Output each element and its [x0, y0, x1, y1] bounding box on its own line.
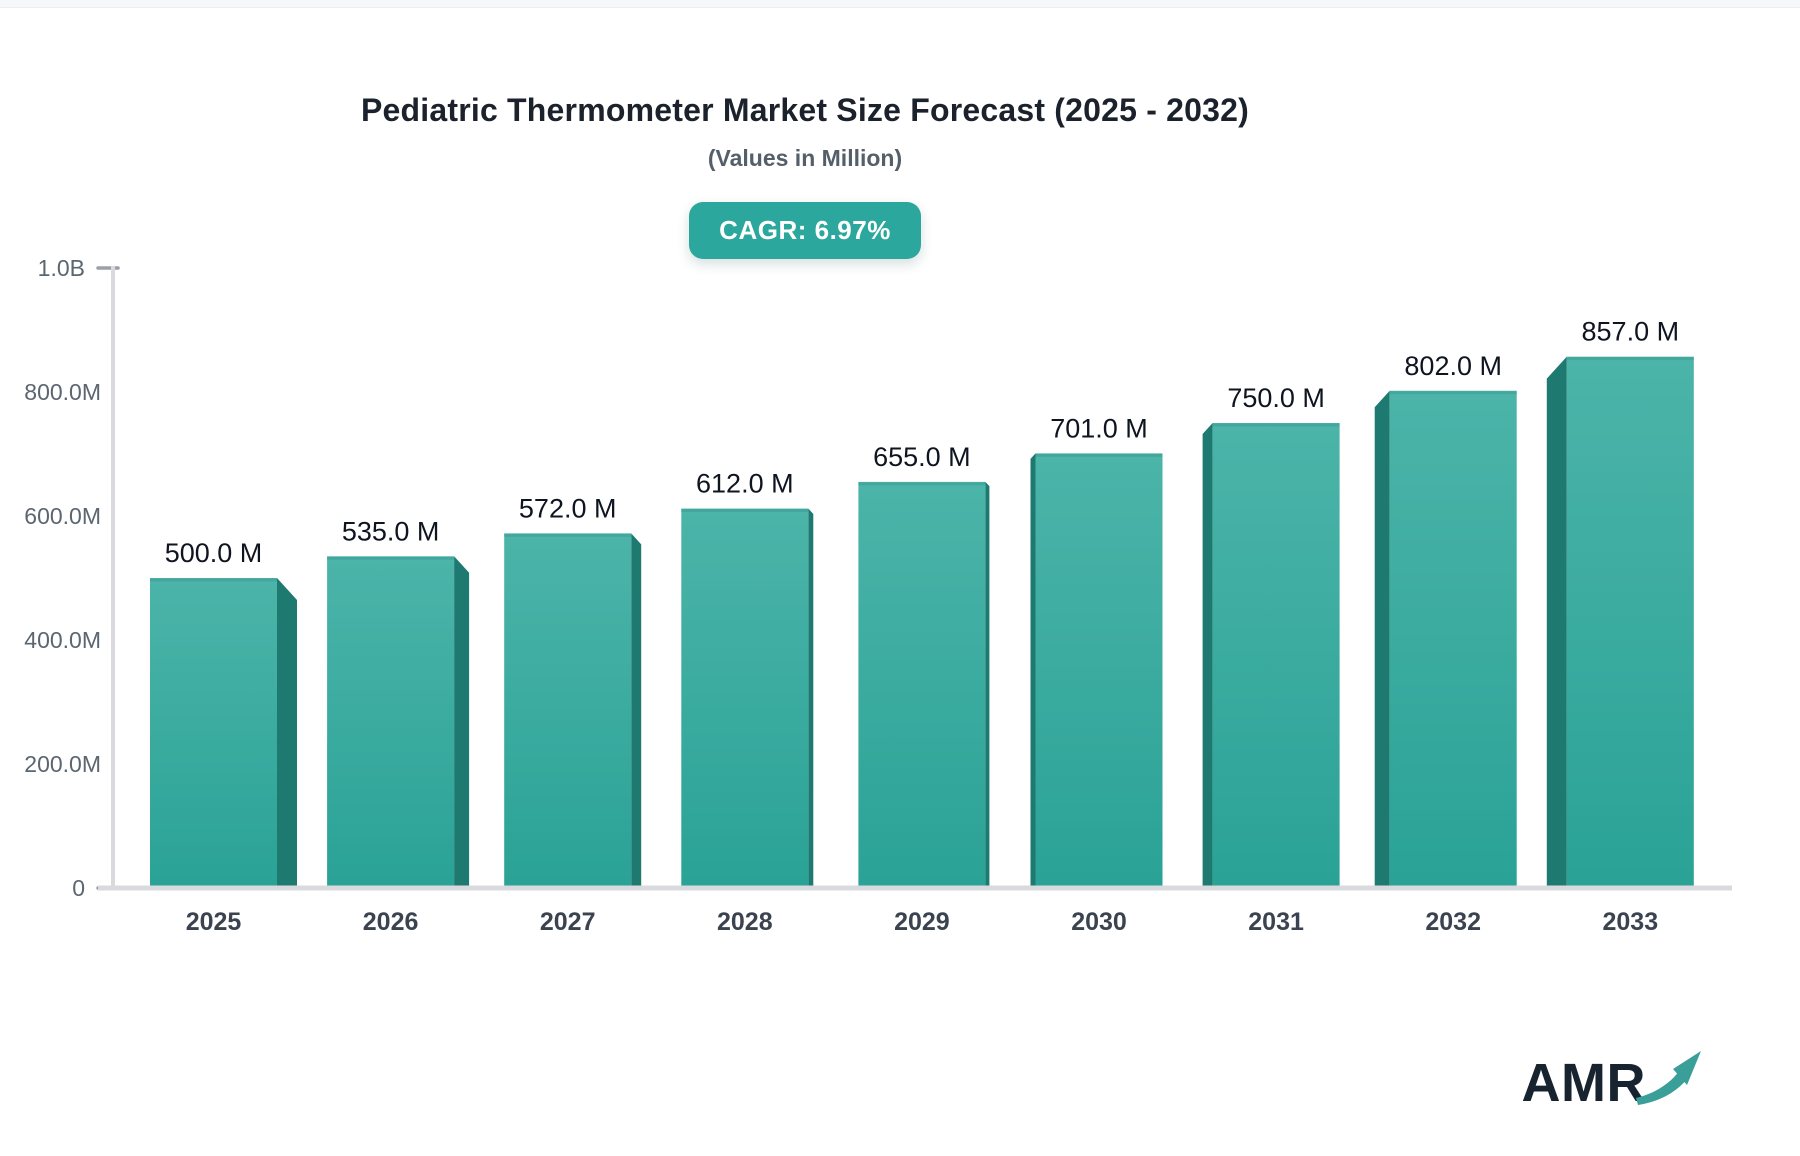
x-tick-label: 2026 — [363, 908, 419, 936]
bar-front-face — [681, 508, 809, 889]
bar-side-face — [1030, 453, 1036, 889]
bar-value-label: 572.0 M — [519, 493, 617, 523]
x-tick-label: 2031 — [1248, 908, 1304, 936]
bar-2025: 500.0 M 2025 — [150, 538, 297, 936]
bar-side-face — [631, 533, 642, 889]
bar-value-label: 701.0 M — [1050, 413, 1148, 443]
bar-value-label: 500.0 M — [165, 538, 263, 568]
x-tick-label: 2025 — [186, 908, 242, 936]
bar-2031: 750.0 M 2031 — [1202, 383, 1340, 936]
cagr-badge: CAGR: 6.97% — [689, 202, 921, 259]
bar-value-label: 750.0 M — [1227, 383, 1325, 413]
top-border — [0, 0, 1800, 8]
bar-side-face — [454, 556, 470, 889]
growth-arrow-icon — [1636, 1051, 1701, 1105]
chart-title: Pediatric Thermometer Market Size Foreca… — [360, 92, 1250, 128]
bar-front-face — [504, 533, 632, 889]
bar-front-face — [150, 578, 277, 889]
y-tick-label: 400.0M — [24, 627, 101, 653]
bar-value-label: 612.0 M — [696, 469, 794, 499]
y-axis: 0 200.0M 400.0M 600.0M 800.0M 1.0B — [24, 255, 120, 901]
bar-front-face — [858, 481, 986, 889]
bar-2027: 572.0 M 2027 — [504, 493, 642, 936]
y-tick-label: 1.0B — [38, 255, 85, 281]
bar-side-face — [808, 508, 814, 889]
bar-front-face — [1566, 356, 1694, 889]
bar-2026: 535.0 M 2026 — [327, 516, 470, 936]
amr-logo-text: AMR — [1521, 1053, 1646, 1113]
bar-2029: 655.0 M 2029 — [858, 442, 990, 936]
bar-side-face — [277, 578, 297, 889]
x-tick-label: 2028 — [717, 908, 773, 936]
amr-logo: AMR — [1522, 1050, 1702, 1110]
y-tick-label: 800.0M — [24, 379, 101, 405]
bar-2028: 612.0 M 2028 — [681, 469, 814, 936]
bar-side-face — [1546, 356, 1567, 889]
bar-value-label: 857.0 M — [1582, 317, 1680, 347]
chart-header: Pediatric Thermometer Market Size Foreca… — [0, 0, 1610, 259]
bar-value-label: 535.0 M — [342, 516, 440, 546]
x-tick-label: 2032 — [1425, 908, 1481, 936]
bar-2030: 701.0 M 2030 — [1030, 413, 1163, 936]
bar-value-label: 655.0 M — [873, 442, 971, 472]
bar-front-face — [1212, 423, 1340, 889]
bar-side-face — [1202, 423, 1213, 889]
y-tick-label: 0 — [72, 875, 85, 901]
bar-side-face — [1374, 390, 1390, 889]
chart-subtitle: (Values in Million) — [707, 145, 903, 171]
bar-side-face — [985, 481, 990, 889]
bar-2033: 857.0 M 2033 — [1546, 317, 1694, 936]
y-tick-label: 600.0M — [24, 503, 101, 529]
bar-value-label: 802.0 M — [1404, 351, 1502, 381]
bar-2032: 802.0 M 2032 — [1374, 351, 1517, 936]
bar-front-face — [1389, 390, 1517, 889]
x-tick-label: 2029 — [894, 908, 950, 936]
bar-front-face — [1035, 453, 1163, 889]
x-tick-label: 2030 — [1071, 908, 1127, 936]
bars: 500.0 M 2025 535.0 M 2026 572.0 M 2027 612.0 M… — [150, 317, 1694, 936]
x-tick-label: 2027 — [540, 908, 596, 936]
y-tick-label: 200.0M — [24, 751, 101, 777]
bar-front-face — [327, 556, 455, 889]
x-tick-label: 2033 — [1602, 908, 1658, 936]
